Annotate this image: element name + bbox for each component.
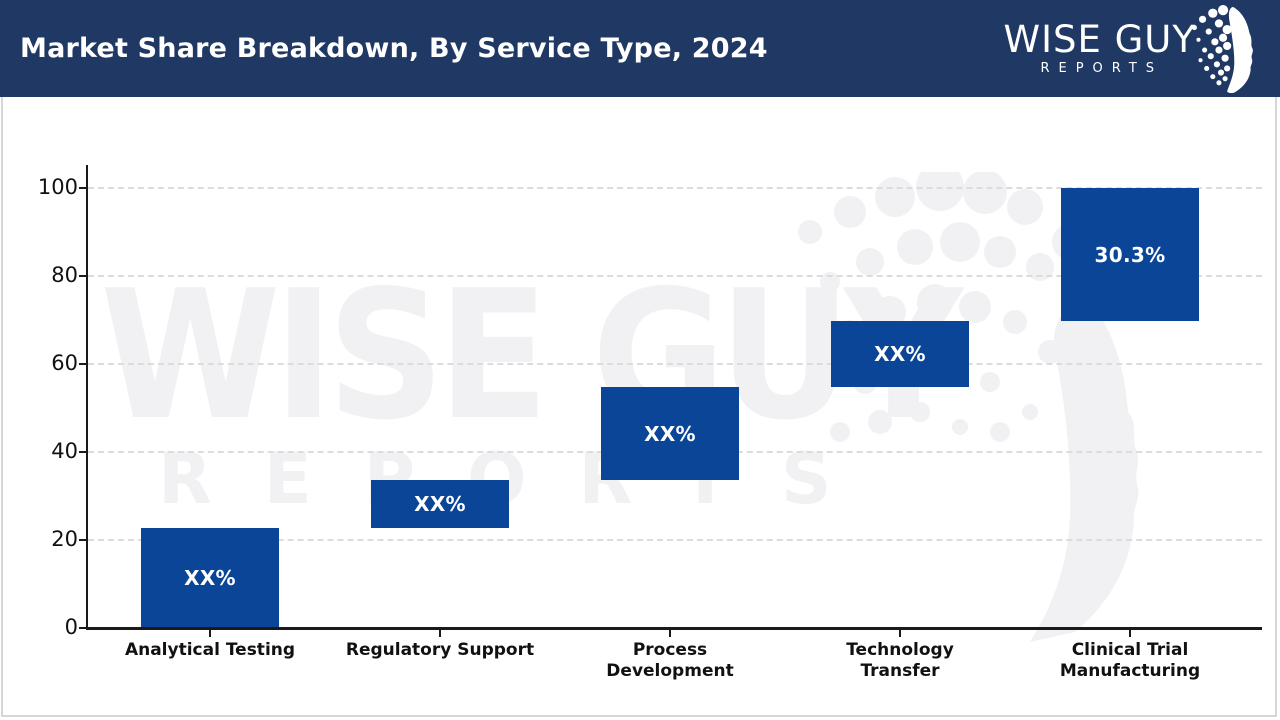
logo-head-icon bbox=[1191, 4, 1253, 93]
x-axis-tick bbox=[1129, 629, 1131, 637]
page-title: Market Share Breakdown, By Service Type,… bbox=[20, 33, 768, 64]
bar-value-label: 30.3% bbox=[1094, 242, 1166, 267]
gridline-60 bbox=[88, 362, 1262, 365]
y-axis-tick-label: 40 bbox=[51, 438, 78, 463]
bar-value-label: XX% bbox=[644, 421, 696, 446]
y-axis-tick-label: 80 bbox=[51, 262, 78, 287]
x-axis-line bbox=[86, 627, 1262, 630]
y-axis-line bbox=[86, 165, 88, 629]
logo-text: WISE GUY REPORTS bbox=[1004, 21, 1196, 76]
x-axis-tick bbox=[209, 629, 211, 637]
y-axis-tick-label: 0 bbox=[64, 614, 78, 639]
waterfall-bar-4: XX% bbox=[831, 321, 969, 388]
logo-brand-subtitle: REPORTS bbox=[1040, 61, 1164, 76]
watermark-brand-text: WISE GUY bbox=[100, 252, 963, 459]
waterfall-bar-3: XX% bbox=[601, 387, 739, 481]
x-axis-category-label: Technology Transfer bbox=[846, 640, 954, 681]
bar-value-label: XX% bbox=[414, 491, 466, 516]
waterfall-bar-2: XX% bbox=[371, 480, 509, 528]
x-axis-category-label: Regulatory Support bbox=[345, 640, 535, 660]
y-axis-tick bbox=[79, 362, 88, 365]
waterfall-bar-5: 30.3% bbox=[1061, 188, 1199, 322]
gridline-20 bbox=[88, 538, 1262, 541]
x-axis-category-label: Analytical Testing bbox=[124, 640, 296, 660]
gridline-80 bbox=[88, 274, 1262, 277]
gridline-100 bbox=[88, 187, 1262, 189]
y-axis-tick bbox=[79, 274, 88, 277]
x-axis-tick bbox=[899, 629, 901, 637]
waterfall-chart: 0 20 40 60 80 100 XX% Analytical Testing XX% Regu… bbox=[0, 97, 1280, 717]
y-axis-tick bbox=[79, 538, 88, 541]
y-axis-tick bbox=[79, 187, 88, 189]
x-axis-tick bbox=[669, 629, 671, 637]
x-axis-category-label: Process Development bbox=[606, 640, 734, 681]
header-bar: Market Share Breakdown, By Service Type,… bbox=[0, 0, 1280, 97]
y-axis-tick bbox=[79, 626, 88, 629]
y-axis-tick-label: 20 bbox=[51, 526, 78, 551]
y-axis-tick bbox=[79, 450, 88, 453]
logo-brand-name: WISE GUY bbox=[1003, 18, 1196, 61]
y-axis-tick-label: 100 bbox=[37, 175, 78, 199]
bar-value-label: XX% bbox=[184, 565, 236, 590]
waterfall-bar-1: XX% bbox=[141, 527, 279, 628]
x-axis-category-label: Clinical Trial Manufacturing bbox=[1059, 640, 1201, 681]
y-axis-tick-label: 60 bbox=[51, 350, 78, 375]
bar-value-label: XX% bbox=[874, 342, 926, 367]
wise-guy-reports-logo: WISE GUY REPORTS bbox=[1004, 4, 1254, 93]
x-axis-tick bbox=[439, 629, 441, 637]
